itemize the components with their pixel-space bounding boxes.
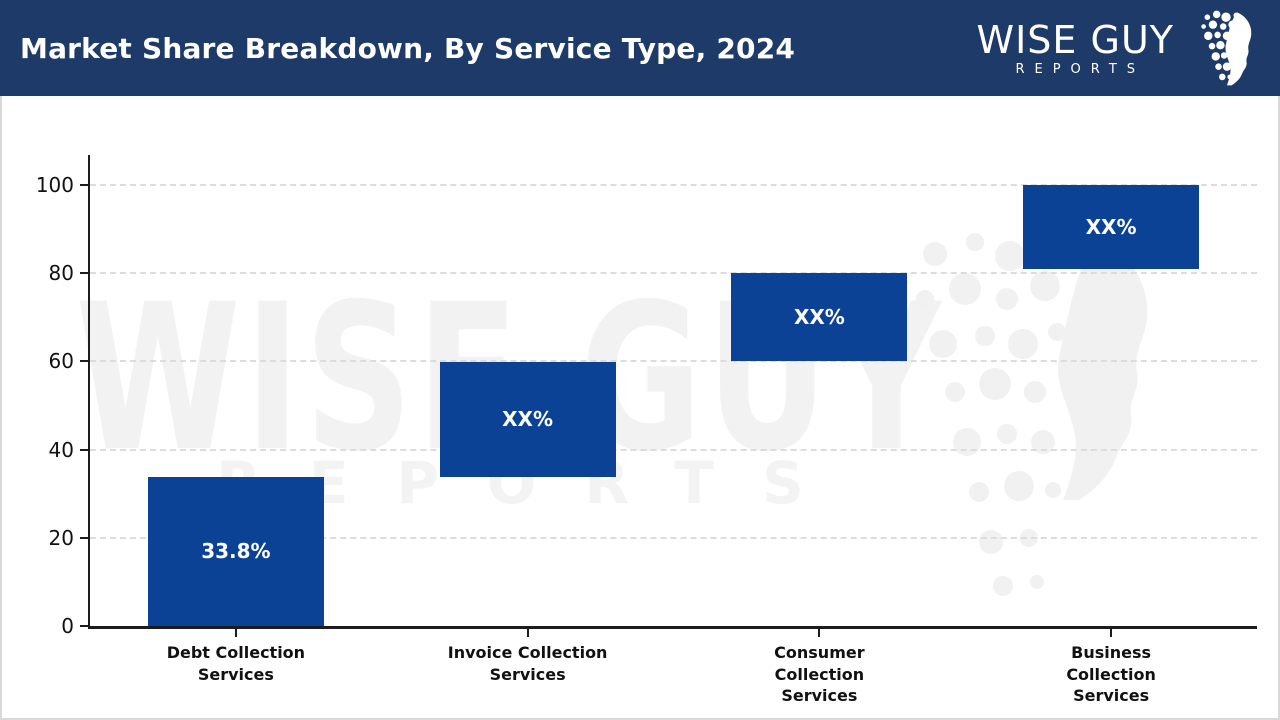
y-tick-label: 80 (48, 261, 74, 286)
bar-debt-collection-services: 33.8% (147, 476, 324, 626)
logo-reports-text: REPORTS (1015, 61, 1146, 77)
x-axis-tick (234, 629, 237, 637)
y-tick-label: 100 (35, 173, 74, 197)
y-tick-label: 0 (61, 614, 74, 638)
bar-value-label: 33.8% (201, 539, 271, 564)
wiseguy-face-icon (1201, 10, 1252, 86)
y-axis-tick (80, 360, 88, 363)
bar-business-collection-services: XX% (1023, 185, 1200, 269)
x-axis-tick (818, 629, 821, 637)
gridline (90, 184, 1257, 186)
y-tick-label: 40 (48, 437, 74, 462)
y-axis-tick (80, 625, 88, 627)
gridline (90, 360, 1257, 363)
brand-logo: WISE GUY REPORTS (977, 7, 1254, 89)
category-label: Debt Collection Services (166, 643, 306, 684)
gridline (90, 272, 1257, 275)
gridline (90, 536, 1257, 539)
y-axis-tick (80, 184, 88, 186)
category-label: Consumer Collection Services (774, 643, 865, 706)
y-axis-tick (80, 272, 88, 275)
page-title: Market Share Breakdown, By Service Type,… (20, 31, 796, 65)
category-label: Business Collection Services (1066, 643, 1156, 706)
bar-invoice-collection-services: XX% (439, 361, 616, 477)
logo-wiseguy-text: WISE GUY (976, 17, 1174, 62)
brand-text: WISE GUY REPORTS (977, 21, 1174, 76)
bar-value-label: XX% (793, 305, 845, 330)
x-axis-tick (1110, 629, 1113, 637)
y-axis-tick (80, 448, 88, 451)
bar-value-label: XX% (502, 407, 554, 432)
plot-area: 0 20 40 60 80 100 33.8% Debt Collection Service… (36, 155, 1257, 705)
y-tick-label: 20 (48, 525, 74, 550)
gridline (90, 448, 1257, 451)
bar-value-label: XX% (1085, 214, 1137, 239)
chart-area: WISE GUY REPORTS 0 20 40 60 80 100 33.8% Debt C… (0, 96, 1280, 720)
bar-consumer-collection-services: XX% (731, 273, 908, 362)
header: Market Share Breakdown, By Service Type,… (0, 0, 1280, 96)
y-axis-tick (80, 536, 88, 539)
x-axis-tick (526, 629, 529, 637)
category-label: Invoice Collection Services (447, 643, 608, 684)
y-tick-label: 60 (48, 349, 74, 374)
